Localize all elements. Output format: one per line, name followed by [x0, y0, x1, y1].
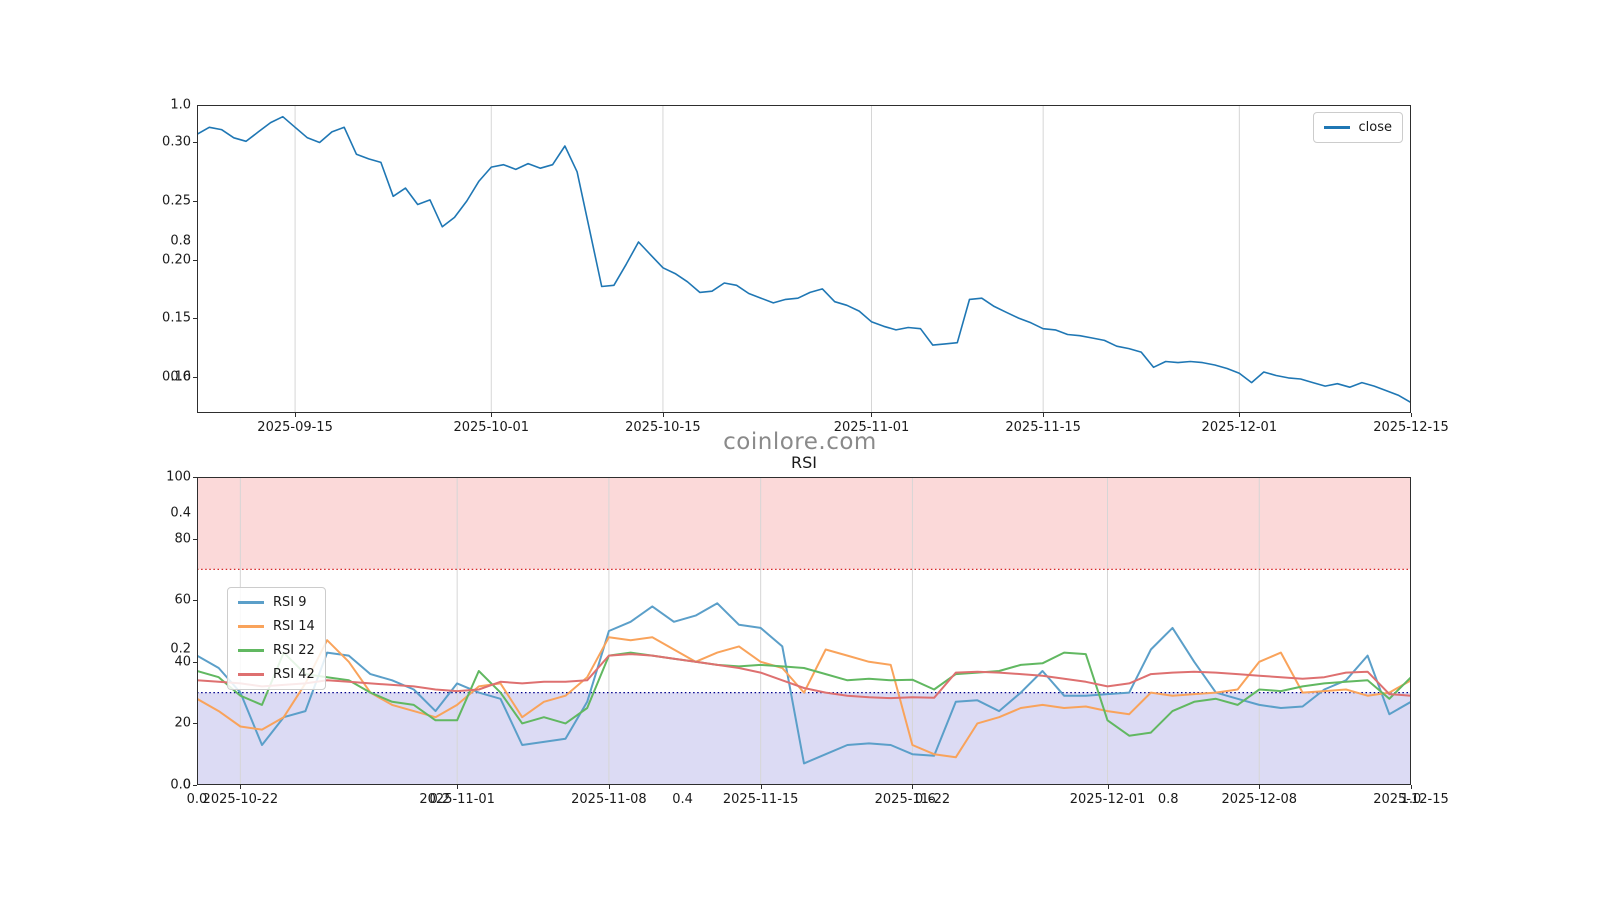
y-tick-label: 0.10 [162, 369, 191, 385]
overlay-x-tick-label: 0.2 [429, 792, 451, 807]
legend-label: RSI 22 [273, 643, 315, 658]
y-tick-label: 20 [174, 715, 191, 731]
overlay-y-tick-label: 0.2 [170, 641, 191, 657]
x-tick-label: 2025-12-15 [1373, 420, 1449, 435]
overlay-y-tick-label: 0.0 [170, 777, 191, 793]
y-tick-label: 60 [174, 592, 191, 608]
axes-spine [197, 477, 1411, 785]
legend-item: RSI 14 [238, 619, 315, 634]
y-tick-mark [193, 661, 197, 663]
y-tick-label: 0.30 [162, 134, 191, 150]
overlay-y-tick-label: 0.6 [170, 369, 191, 385]
x-tick-mark [1259, 785, 1261, 789]
rsi-9-line [197, 602, 1411, 765]
overlay-y-tick-label: 1.0 [170, 97, 191, 113]
overlay-x-tick-label: 0.6 [915, 792, 936, 807]
x-tick-mark [760, 785, 762, 789]
x-tick-label: 2025-09-15 [257, 420, 333, 435]
legend-item: RSI 22 [238, 643, 315, 658]
y-tick-mark [193, 318, 197, 320]
y-tick-mark [193, 600, 197, 602]
y-tick-mark [193, 259, 197, 261]
x-tick-mark [1411, 785, 1412, 789]
x-tick-mark [240, 785, 242, 789]
y-tick-label: 100 [166, 469, 191, 485]
overlay-y-tick-label: 0.4 [170, 505, 191, 521]
rsi-panel [197, 477, 1411, 785]
overlay-y-tick-label: 0.8 [170, 233, 191, 249]
x-tick-mark [1043, 413, 1045, 417]
x-tick-mark [457, 785, 459, 789]
x-tick-label: 2025-11-22 [874, 792, 951, 807]
y-tick-mark [193, 477, 197, 478]
legend-item: RSI 9 [238, 595, 315, 610]
x-tick-mark [491, 413, 493, 417]
watermark: coinlore.com [723, 429, 877, 455]
y-tick-label: 80 [174, 531, 191, 547]
y-tick-mark [193, 723, 197, 725]
oversold-band [197, 692, 1411, 785]
x-tick-label: 2025-11-15 [1005, 420, 1081, 435]
y-tick-mark [193, 376, 197, 378]
overlay-x-tick-label: 0.8 [1157, 792, 1179, 807]
x-tick-mark [1107, 785, 1109, 789]
close-line [197, 115, 1411, 404]
y-tick-label: 40 [174, 654, 191, 670]
x-tick-mark [295, 413, 297, 417]
x-tick-label: 2025-11-15 [722, 792, 799, 807]
y-tick-mark [193, 785, 197, 786]
x-tick-mark [1239, 413, 1241, 417]
x-tick-mark [871, 413, 873, 417]
x-tick-label: 2025-12-01 [1201, 420, 1278, 435]
legend-line-swatch [238, 673, 264, 676]
x-tick-label: 2025-12-08 [1221, 792, 1298, 807]
y-tick-label: 0.25 [162, 193, 191, 209]
y-tick-mark [193, 142, 197, 144]
legend-line-swatch [238, 601, 264, 604]
price-legend: close [1312, 112, 1403, 143]
y-tick-label: 0.15 [162, 310, 191, 326]
x-tick-label: 2025-10-22 [202, 792, 279, 807]
y-tick-label: 0 [182, 777, 191, 793]
overlay-x-tick-label: 0.4 [672, 792, 693, 807]
overlay-x-tick-label: 0.0 [186, 792, 208, 807]
legend-item: RSI 42 [238, 667, 315, 682]
overlay-x-tick-label: 1.0 [1400, 792, 1422, 807]
overbought-band [197, 477, 1411, 570]
legend-line-swatch [238, 649, 264, 652]
x-tick-label: 2025-11-01 [419, 792, 495, 807]
x-tick-label: 2025-10-15 [625, 420, 701, 435]
x-tick-label: 2025-11-01 [833, 420, 910, 435]
rsi-42-line [197, 653, 1411, 700]
y-tick-mark [193, 201, 197, 203]
x-tick-label: 2025-11-08 [571, 792, 647, 807]
rsi-14-line [197, 636, 1411, 759]
x-tick-mark [912, 785, 914, 789]
x-tick-label: 2025-10-01 [453, 420, 530, 435]
x-tick-mark [608, 785, 610, 789]
x-tick-label: 2025-12-01 [1069, 792, 1146, 807]
y-tick-label: 0.20 [162, 252, 191, 268]
rsi-22-line [197, 651, 1411, 737]
x-tick-mark [1411, 413, 1412, 417]
rsi-legend: RSI 9 RSI 14 RSI 22 RSI 42 [227, 587, 326, 690]
legend-line-swatch [238, 625, 264, 628]
price-panel [197, 105, 1411, 413]
legend-label: RSI 14 [273, 619, 315, 634]
legend-line-swatch [1323, 126, 1350, 129]
legend-label: RSI 9 [273, 595, 307, 610]
legend-label: RSI 42 [273, 667, 315, 682]
rsi-title: RSI [791, 453, 817, 472]
x-tick-mark [662, 413, 664, 417]
axes-spine [197, 105, 1411, 413]
legend-label: close [1358, 120, 1392, 135]
x-tick-label: 2025-12-15 [1373, 792, 1449, 807]
legend-item: close [1323, 120, 1392, 135]
y-tick-mark [193, 538, 197, 540]
